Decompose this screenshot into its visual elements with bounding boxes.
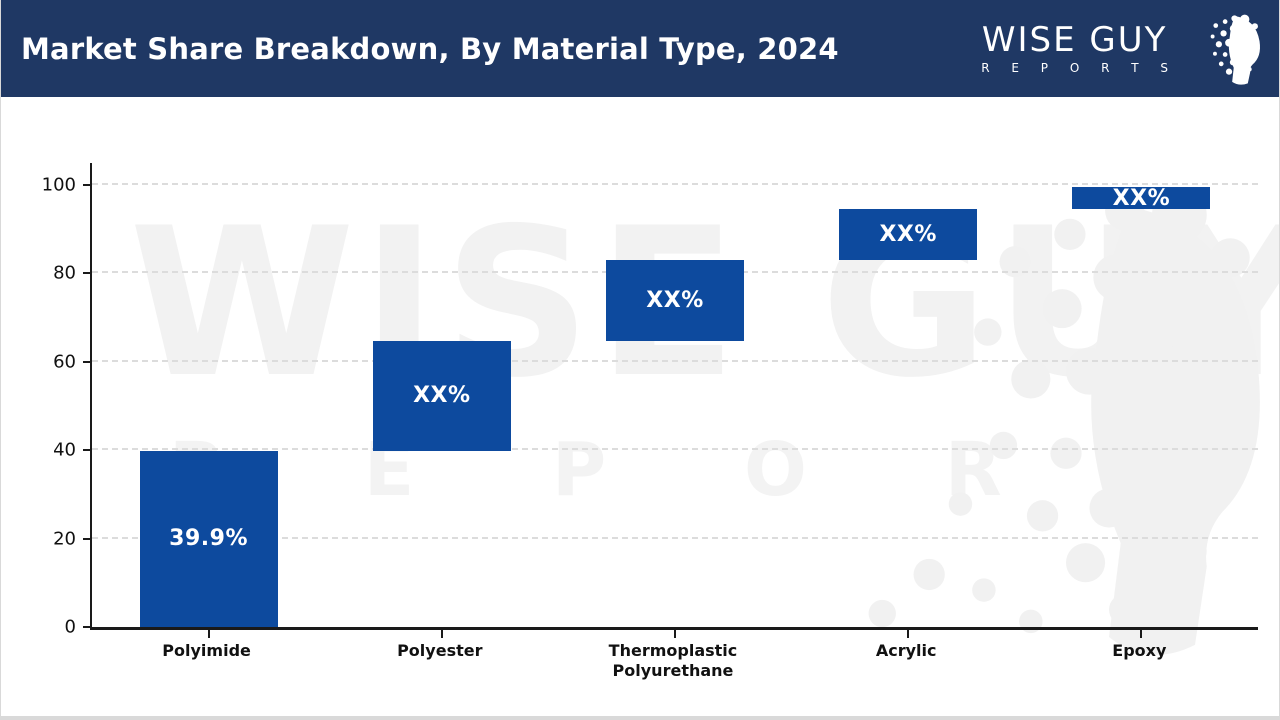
bar-value-label: 39.9% [169,526,248,552]
x-tick-mark [907,630,910,638]
bar-polyimide: 39.9% [139,450,278,627]
x-category-label: Acrylic [875,641,937,660]
page-title: Market Share Breakdown, By Material Type… [21,31,839,66]
bar-value-label: XX% [879,222,937,248]
header-bar: Market Share Breakdown, By Material Type… [1,0,1279,97]
chart-area: WISE GUY R E P O R T S [1,97,1279,716]
y-tick-label-40: 40 [53,439,76,461]
bar-polyester: XX% [372,341,511,451]
y-tick-mark [83,626,90,628]
grid-line-20 [92,536,1258,539]
x-category-label: Epoxy [1112,641,1167,660]
y-tick-mark [83,537,90,540]
grid-line-100 [92,183,1258,186]
y-tick-label-0: 0 [64,616,76,638]
x-axis-line [90,627,1258,630]
y-tick-mark [83,449,90,452]
bar-value-label: XX% [646,287,704,313]
y-tick-label-60: 60 [53,351,76,373]
x-axis-labels: Polyimide Polyester Thermoplastic Polyuret… [90,641,1256,681]
x-tick-mark [207,630,210,638]
plot-area: 39.9% XX% XX% XX% XX% [83,163,1258,638]
bar-thermoplastic-polyurethane: XX% [606,259,744,342]
bar-value-label: XX% [413,383,471,409]
logo-head-icon [1179,9,1265,89]
x-tick-mark [674,630,676,638]
x-category-label: Polyester [397,641,483,660]
y-tick-mark [83,360,90,363]
x-tick-mark [440,630,443,638]
y-tick-label-20: 20 [53,528,76,550]
grid-line-40 [92,448,1258,451]
bar-acrylic: XX% [839,209,978,260]
y-tick-label-80: 80 [53,262,76,284]
bar-epoxy: XX% [1072,185,1211,211]
x-category-label: Polyimide [162,641,251,660]
logo-subtext: R E P O R T S [981,61,1177,75]
y-tick-label-100: 100 [41,174,76,196]
x-tick-mark [1140,630,1143,638]
x-category-label: Thermoplastic Polyurethane [608,641,738,680]
wise-guy-logo: WISE GUY R E P O R T S [972,9,1265,89]
logo-wordmark: WISE GUY [981,20,1168,60]
y-tick-mark [83,272,90,275]
bar-value-label: XX% [1112,185,1171,211]
grid-line-60 [92,359,1258,362]
y-tick-mark [83,184,90,187]
